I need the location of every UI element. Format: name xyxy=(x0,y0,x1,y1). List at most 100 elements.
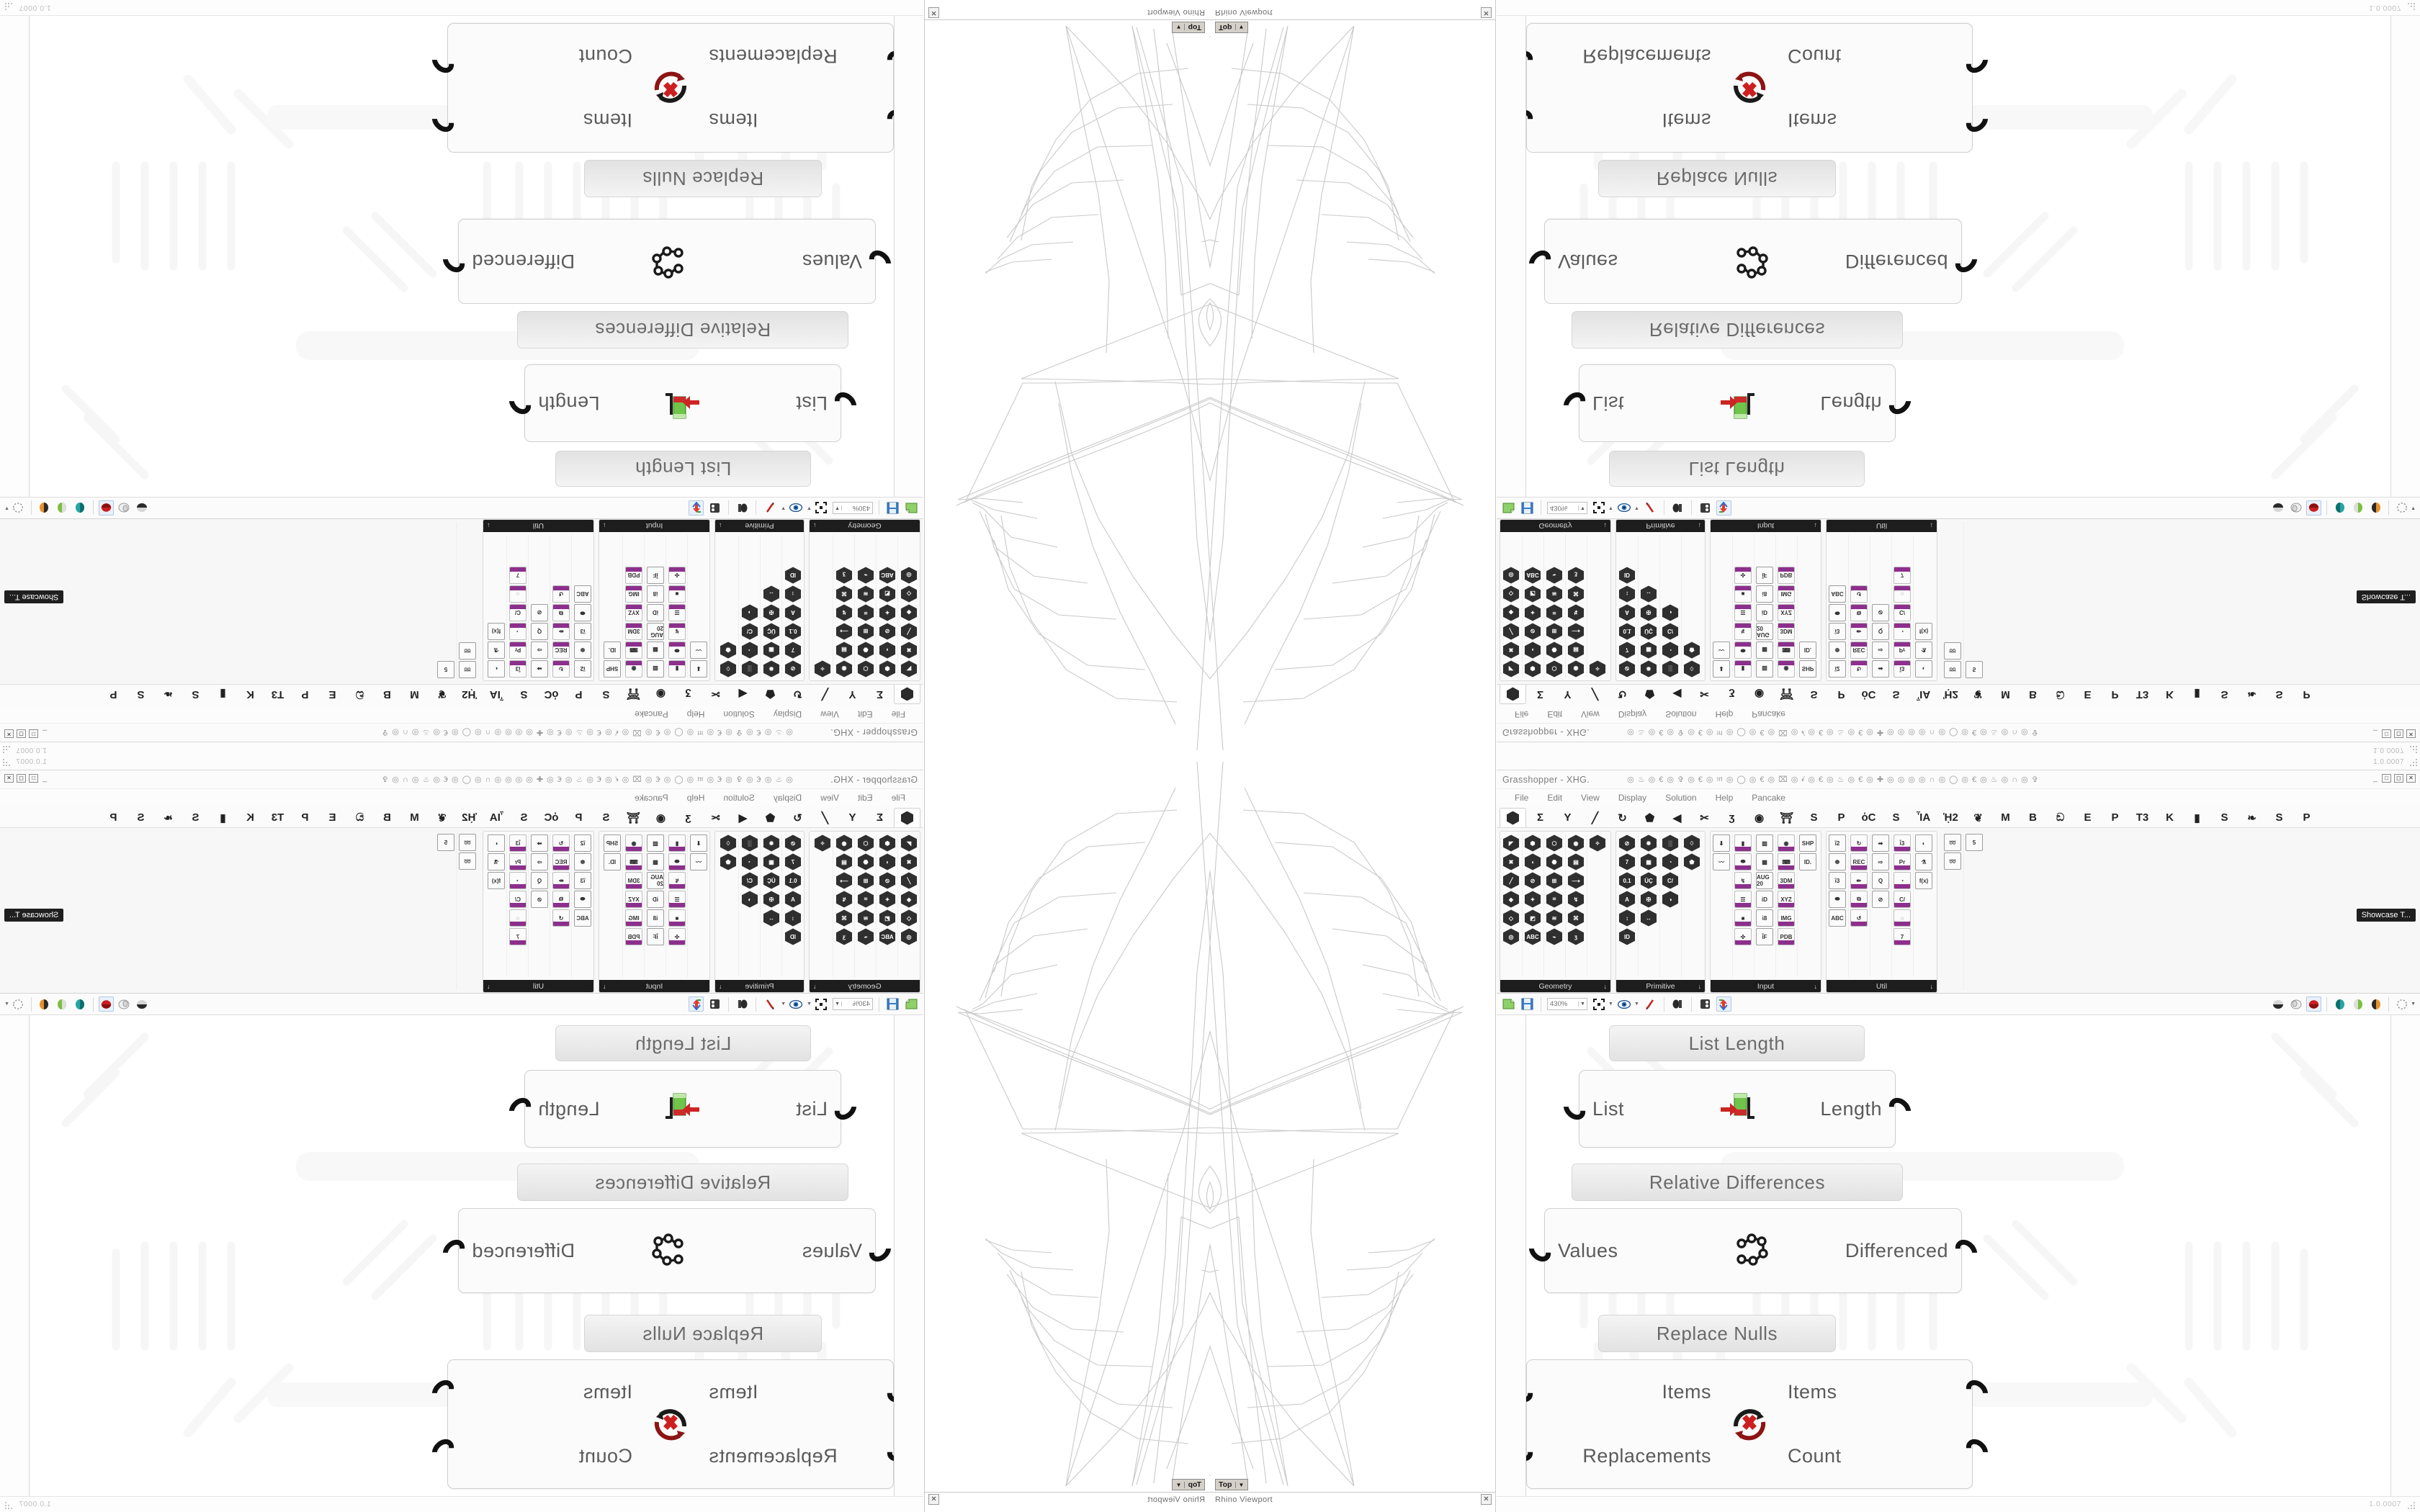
ribbon-group-primitive[interactable]: ⊘ 7 0.1 A ↕ ID ✹ ▦ ÜÇ ✠ ↔ ░ ◔ C/◑ ♢ ⬟ Primitive ↓ xyxy=(714,519,805,681)
ribbon-group-geometry[interactable]: ◤ ✖ ╱ ◆ ◇ ◎ ⬢ ◖ ⊘ ✦ ◩ ABC ⬡ ⬣ ⊞ ⌗ ≋ ⌁ ◉ ▤ ⟶ ↯ ⌘ ʒ ✧ Geometry ↓ xyxy=(1500,831,1611,993)
chevron-down-icon[interactable]: ▼ xyxy=(1634,1002,1639,1007)
ribbon-display-tab[interactable]: ◉ xyxy=(647,685,674,704)
green-sphere-icon[interactable] xyxy=(2350,500,2365,516)
ribbon-s4-tab[interactable]: S xyxy=(127,685,154,704)
node-caption[interactable]: Replace Nulls xyxy=(584,1315,822,1352)
dot-icon[interactable]: ◎ xyxy=(475,728,482,737)
component-icon[interactable]: ➿ xyxy=(459,852,476,870)
component-icon[interactable]: ⬣ xyxy=(857,853,874,870)
scissors-icon[interactable]: € xyxy=(1698,775,1703,784)
menu-item-help[interactable]: Help xyxy=(678,708,714,721)
component-icon[interactable]: ➿ xyxy=(1944,852,1961,870)
component-icon[interactable]: ◉ xyxy=(1567,660,1585,678)
component-icon[interactable]: ⌘ xyxy=(835,585,853,603)
green-sphere-icon[interactable] xyxy=(55,996,70,1012)
menu-item-display[interactable]: Display xyxy=(1609,708,1656,721)
orange-sphere-icon[interactable] xyxy=(2368,500,2383,516)
component-icon[interactable]: ▦ xyxy=(1640,642,1657,659)
chevron-down-icon[interactable]: ▼ xyxy=(1578,505,1587,510)
component-icon[interactable]: ⬡ xyxy=(857,660,874,678)
component-icon[interactable]: ↔ xyxy=(1640,909,1657,927)
component-icon[interactable]: ↯ xyxy=(835,604,853,621)
resize-grip-icon[interactable] xyxy=(2408,2,2416,10)
component-icon[interactable]: ✣ xyxy=(1734,928,1752,945)
component-icon[interactable]: ↯ xyxy=(1567,604,1585,621)
ribbon-surface-tab[interactable]: ⬟ xyxy=(757,685,784,704)
zoom-level-input[interactable]: 430% ▼ xyxy=(1547,502,1587,514)
ribbon-t3-tab[interactable]: T3 xyxy=(2129,685,2156,704)
component-icon[interactable]: ◌ xyxy=(1894,585,1911,603)
menu-item-view[interactable]: View xyxy=(1572,791,1609,804)
expand-group-icon[interactable]: ↓ xyxy=(1814,983,1818,990)
maximize-icon[interactable]: ◻ xyxy=(17,774,26,783)
green-sphere-icon[interactable] xyxy=(2350,996,2365,1012)
component-icon[interactable]: ἷ3 xyxy=(1894,834,1911,852)
component-icon[interactable]: ↺ xyxy=(552,909,570,927)
circle-icon[interactable]: ◯ xyxy=(462,775,471,784)
plus-icon[interactable]: ✚ xyxy=(1877,728,1883,737)
dot-icon[interactable]: ◎ xyxy=(622,775,629,784)
component-icon[interactable]: ↕ xyxy=(784,909,802,927)
window-controls[interactable]: _ □ ◻ ✕ xyxy=(2373,729,2416,738)
ribbon-kangaroo-tab[interactable]: ⛩ xyxy=(620,808,647,827)
component-icon[interactable]: PDB xyxy=(1778,928,1795,945)
ribbon-surface-tab[interactable]: ⬟ xyxy=(1636,808,1663,827)
ribbon-leaf-tab[interactable]: ❦ xyxy=(429,685,455,704)
component-icon[interactable]: ⌁ xyxy=(1546,567,1563,584)
dot-icon[interactable]: ◎ xyxy=(746,775,753,784)
resize-grip-icon[interactable] xyxy=(4,2,12,10)
gh-ribbon-tabs[interactable]: Σ Υ ╱ ↻ ⬟ ◀ ✂ ʒ ◉ ⛩ S PὁC S ἿA ᾙ2 ❦ M B ඞ E P T3 K ▮ S ❧ S P xyxy=(0,806,923,828)
scissors-icon[interactable]: € xyxy=(1858,729,1863,737)
dot-icon[interactable]: ◎ xyxy=(1808,728,1815,737)
component-icon[interactable]: ✣ xyxy=(1734,567,1752,584)
ribbon-surface-tab[interactable]: ⬟ xyxy=(757,808,784,827)
wireframe-preview-icon[interactable] xyxy=(117,500,132,516)
dot-icon[interactable]: ◎ xyxy=(494,775,501,784)
ribbon-s-tab[interactable]: S xyxy=(1801,808,1827,827)
ribbon-sym-tab[interactable]: ඞ xyxy=(346,685,373,704)
ribbon-pancake-tab[interactable]: P xyxy=(2293,685,2320,704)
component-icon[interactable]: ▩ xyxy=(1756,853,1773,870)
component-icon[interactable]: ἰ8 xyxy=(647,585,664,603)
component-icon[interactable]: ⬡ xyxy=(857,834,874,852)
component-icon[interactable]: ➿ xyxy=(1944,661,1961,678)
component-icon[interactable]: 〰 xyxy=(690,853,707,870)
component-icon[interactable]: ◩ xyxy=(1524,585,1541,603)
component-icon[interactable]: C/ xyxy=(509,891,526,908)
component-icon[interactable]: ⇨ xyxy=(1872,853,1889,870)
ribbon-vector-tab[interactable]: ╱ xyxy=(1582,808,1608,827)
component-icon[interactable]: ▨ xyxy=(647,834,664,852)
dot-icon[interactable]: ◎ xyxy=(547,775,554,784)
component-icon[interactable]: ⬟ xyxy=(720,642,737,659)
component-icon[interactable]: ⧉ xyxy=(1850,891,1868,908)
menu-item-solution[interactable]: Solution xyxy=(714,791,763,804)
rhino-viewport-pane[interactable]: Top ▼ Rhino Viewport ✕ xyxy=(924,0,1210,756)
circle-icon[interactable]: ◯ xyxy=(674,728,683,737)
dot-icon[interactable]: ◎ xyxy=(707,775,714,784)
component-icon[interactable]: ░ xyxy=(741,660,758,678)
component-icon[interactable]: ↯ xyxy=(668,872,686,889)
scissors-icon[interactable]: € xyxy=(1760,775,1764,784)
component-icon[interactable]: IMG xyxy=(1778,585,1795,603)
chevron-down-icon[interactable]: ▼ xyxy=(807,1002,812,1007)
component-icon[interactable]: 0.1 xyxy=(1618,872,1636,889)
component-icon[interactable]: ABC xyxy=(1524,567,1541,584)
ribbon-maths-tab[interactable]: Σ xyxy=(866,685,893,704)
dot-icon[interactable]: ◎ xyxy=(725,775,732,784)
component-icon[interactable]: ABC xyxy=(1829,585,1846,603)
dot-icon[interactable]: ◎ xyxy=(1961,728,1968,737)
m-icon[interactable]: 𝔪 xyxy=(1717,728,1723,737)
component-icon[interactable]: ⚗ xyxy=(488,642,505,659)
component-icon[interactable]: ◌ xyxy=(509,909,526,927)
ribbon-bug-tab[interactable]: ὁC xyxy=(1855,685,1882,704)
component-icon[interactable]: ➿ xyxy=(459,642,476,660)
close-icon[interactable]: ✕ xyxy=(1481,7,1492,18)
ribbon-s2-tab[interactable]: S xyxy=(511,808,537,827)
component-icon[interactable]: ⟶ xyxy=(1567,872,1585,889)
gh-component[interactable]: Items Replacements Items Count xyxy=(1526,1359,1973,1489)
component-icon[interactable]: ↕ xyxy=(784,585,802,603)
chevron-down-icon[interactable]: ▼ xyxy=(833,505,842,510)
dot-icon[interactable]: ◎ xyxy=(1887,728,1894,737)
dot-icon[interactable]: ◎ xyxy=(1767,728,1775,737)
component-icon[interactable]: ἷ3 xyxy=(509,834,526,852)
